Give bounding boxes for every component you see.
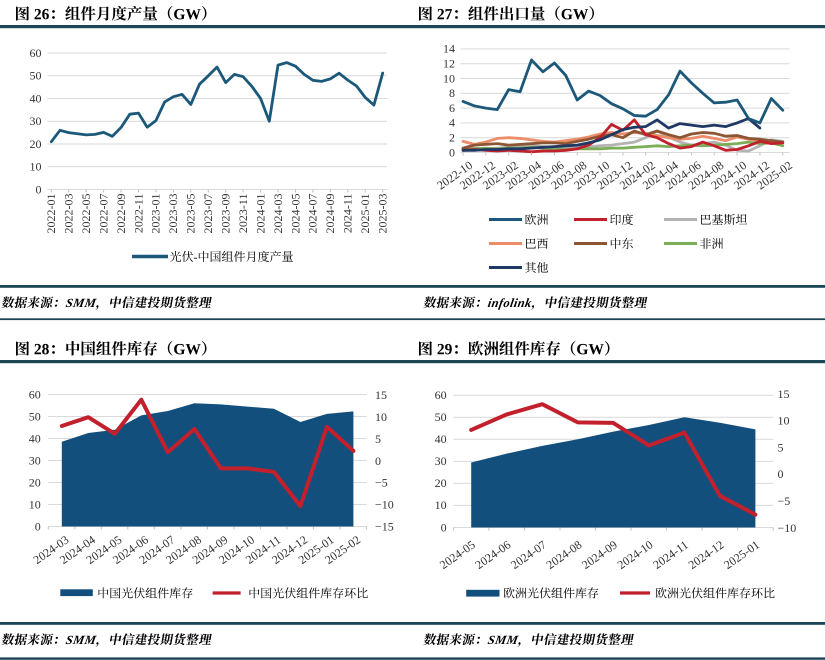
svg-text:2022-11: 2022-11 <box>131 194 145 234</box>
svg-text:20: 20 <box>29 475 41 489</box>
svg-text:2023-11: 2023-11 <box>236 194 250 234</box>
svg-text:8: 8 <box>449 86 455 100</box>
svg-text:5: 5 <box>375 432 381 446</box>
svg-text:2024-03: 2024-03 <box>271 194 285 234</box>
svg-text:20: 20 <box>435 476 447 490</box>
svg-text:−5: −5 <box>375 476 388 490</box>
svg-text:2023-09: 2023-09 <box>219 194 233 234</box>
svg-text:12: 12 <box>443 57 455 71</box>
svg-text:10: 10 <box>375 410 387 424</box>
svg-text:60: 60 <box>30 46 42 60</box>
svg-text:2022-07: 2022-07 <box>96 194 110 234</box>
svg-text:2023-01: 2023-01 <box>149 194 163 234</box>
svg-text:0: 0 <box>778 467 784 481</box>
svg-text:2024-07: 2024-07 <box>306 194 320 234</box>
svg-text:60: 60 <box>435 388 447 402</box>
svg-text:2025-01: 2025-01 <box>358 194 372 234</box>
svg-text:2025-03: 2025-03 <box>376 194 390 234</box>
svg-text:20: 20 <box>30 137 42 151</box>
svg-text:2023-03: 2023-03 <box>166 194 180 234</box>
svg-text:0: 0 <box>36 182 42 196</box>
svg-text:2022-01: 2022-01 <box>44 194 58 234</box>
svg-text:6: 6 <box>449 101 455 115</box>
svg-text:50: 50 <box>29 409 41 423</box>
svg-text:40: 40 <box>30 91 42 105</box>
svg-text:−10: −10 <box>778 521 797 535</box>
svg-text:2024-11: 2024-11 <box>341 194 355 234</box>
svg-text:14: 14 <box>443 42 455 56</box>
svg-text:−10: −10 <box>375 498 394 512</box>
svg-text:2023-07: 2023-07 <box>201 194 215 234</box>
svg-text:10: 10 <box>29 497 41 511</box>
svg-text:15: 15 <box>778 387 790 401</box>
svg-text:0: 0 <box>449 145 455 159</box>
svg-text:10: 10 <box>30 160 42 174</box>
svg-text:0: 0 <box>441 520 447 534</box>
svg-text:50: 50 <box>30 69 42 83</box>
svg-text:2022-09: 2022-09 <box>114 194 128 234</box>
svg-text:10: 10 <box>778 414 790 428</box>
svg-text:10: 10 <box>443 71 455 85</box>
svg-text:5: 5 <box>778 440 784 454</box>
svg-text:30: 30 <box>30 114 42 128</box>
svg-text:2023-05: 2023-05 <box>184 194 198 234</box>
svg-text:2022-03: 2022-03 <box>62 194 76 234</box>
svg-text:30: 30 <box>29 453 41 467</box>
svg-text:40: 40 <box>29 431 41 445</box>
svg-text:50: 50 <box>435 410 447 424</box>
svg-text:−15: −15 <box>375 520 394 534</box>
svg-text:0: 0 <box>35 519 41 533</box>
svg-text:4: 4 <box>449 116 455 130</box>
svg-text:40: 40 <box>435 432 447 446</box>
svg-text:30: 30 <box>435 454 447 468</box>
svg-text:15: 15 <box>375 388 387 402</box>
svg-text:−5: −5 <box>778 494 791 508</box>
svg-text:0: 0 <box>375 454 381 468</box>
svg-text:60: 60 <box>29 387 41 401</box>
svg-text:2: 2 <box>449 131 455 145</box>
svg-text:2024-09: 2024-09 <box>323 194 337 234</box>
svg-text:10: 10 <box>435 498 447 512</box>
svg-text:2022-05: 2022-05 <box>79 194 93 234</box>
svg-text:2024-01: 2024-01 <box>253 194 267 234</box>
svg-text:2024-05: 2024-05 <box>288 194 302 234</box>
